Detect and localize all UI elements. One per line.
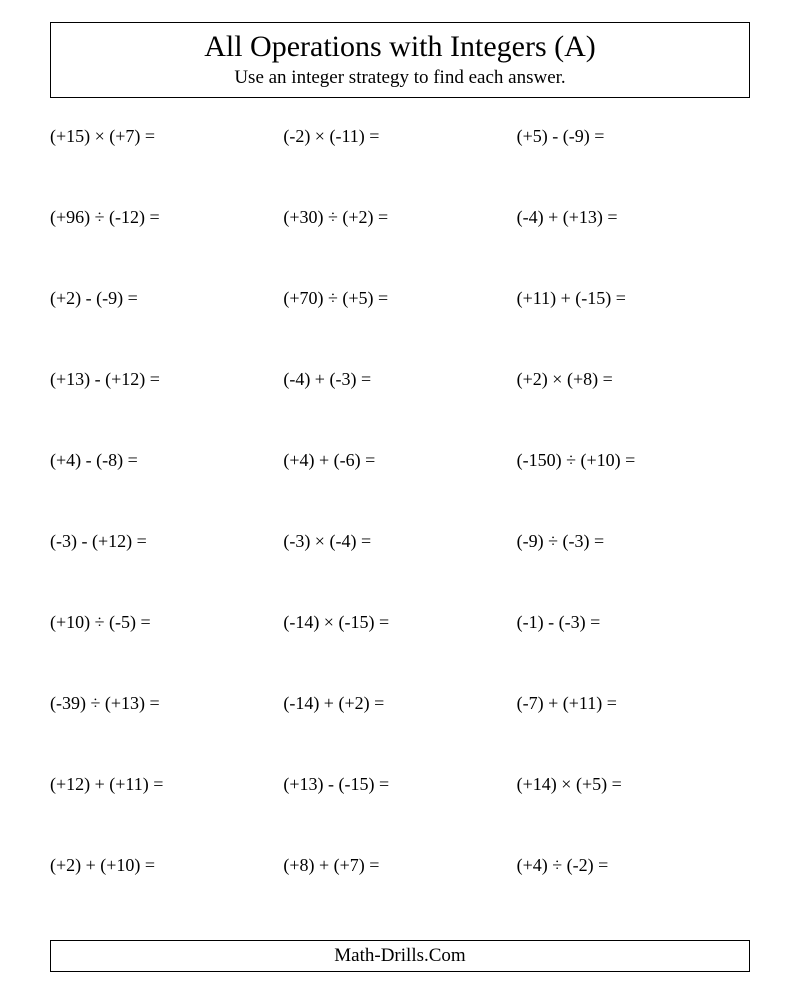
problem-cell: (-3) - (+12) = <box>50 531 283 552</box>
problem-cell: (+4) + (-6) = <box>283 450 516 471</box>
problem-cell: (-7) + (+11) = <box>517 693 750 714</box>
problem-cell: (-1) - (-3) = <box>517 612 750 633</box>
problem-cell: (+13) - (+12) = <box>50 369 283 390</box>
problem-cell: (+4) - (-8) = <box>50 450 283 471</box>
problem-row: (-39) ÷ (+13) = (-14) + (+2) = (-7) + (+… <box>50 693 750 714</box>
problem-row: (+2) + (+10) = (+8) + (+7) = (+4) ÷ (-2)… <box>50 855 750 876</box>
problem-row: (+96) ÷ (-12) = (+30) ÷ (+2) = (-4) + (+… <box>50 207 750 228</box>
page-subtitle: Use an integer strategy to find each ans… <box>61 67 739 89</box>
problem-row: (+10) ÷ (-5) = (-14) × (-15) = (-1) - (-… <box>50 612 750 633</box>
problem-cell: (+70) ÷ (+5) = <box>283 288 516 309</box>
header-box: All Operations with Integers (A) Use an … <box>50 22 750 98</box>
problems-grid: (+15) × (+7) = (-2) × (-11) = (+5) - (-9… <box>50 126 750 876</box>
problem-row: (+4) - (-8) = (+4) + (-6) = (-150) ÷ (+1… <box>50 450 750 471</box>
problem-cell: (+12) + (+11) = <box>50 774 283 795</box>
problem-cell: (+10) ÷ (-5) = <box>50 612 283 633</box>
problem-cell: (+5) - (-9) = <box>517 126 750 147</box>
problem-cell: (+4) ÷ (-2) = <box>517 855 750 876</box>
problem-cell: (-9) ÷ (-3) = <box>517 531 750 552</box>
problem-row: (+12) + (+11) = (+13) - (-15) = (+14) × … <box>50 774 750 795</box>
problem-cell: (-39) ÷ (+13) = <box>50 693 283 714</box>
problem-row: (-3) - (+12) = (-3) × (-4) = (-9) ÷ (-3)… <box>50 531 750 552</box>
problem-cell: (+2) + (+10) = <box>50 855 283 876</box>
problem-cell: (-4) + (-3) = <box>283 369 516 390</box>
problem-cell: (+30) ÷ (+2) = <box>283 207 516 228</box>
problem-cell: (-4) + (+13) = <box>517 207 750 228</box>
problem-cell: (+14) × (+5) = <box>517 774 750 795</box>
footer-box: Math-Drills.Com <box>50 940 750 972</box>
problem-cell: (+96) ÷ (-12) = <box>50 207 283 228</box>
problem-row: (+15) × (+7) = (-2) × (-11) = (+5) - (-9… <box>50 126 750 147</box>
problem-cell: (-3) × (-4) = <box>283 531 516 552</box>
page-title: All Operations with Integers (A) <box>61 29 739 65</box>
problem-row: (+2) - (-9) = (+70) ÷ (+5) = (+11) + (-1… <box>50 288 750 309</box>
problem-cell: (+11) + (-15) = <box>517 288 750 309</box>
problem-row: (+13) - (+12) = (-4) + (-3) = (+2) × (+8… <box>50 369 750 390</box>
footer-text: Math-Drills.Com <box>334 945 465 966</box>
problem-cell: (-14) × (-15) = <box>283 612 516 633</box>
problem-cell: (+2) × (+8) = <box>517 369 750 390</box>
problem-cell: (-2) × (-11) = <box>283 126 516 147</box>
problem-cell: (-14) + (+2) = <box>283 693 516 714</box>
problem-cell: (+15) × (+7) = <box>50 126 283 147</box>
problem-cell: (+2) - (-9) = <box>50 288 283 309</box>
problem-cell: (+13) - (-15) = <box>283 774 516 795</box>
problem-cell: (+8) + (+7) = <box>283 855 516 876</box>
problem-cell: (-150) ÷ (+10) = <box>517 450 750 471</box>
